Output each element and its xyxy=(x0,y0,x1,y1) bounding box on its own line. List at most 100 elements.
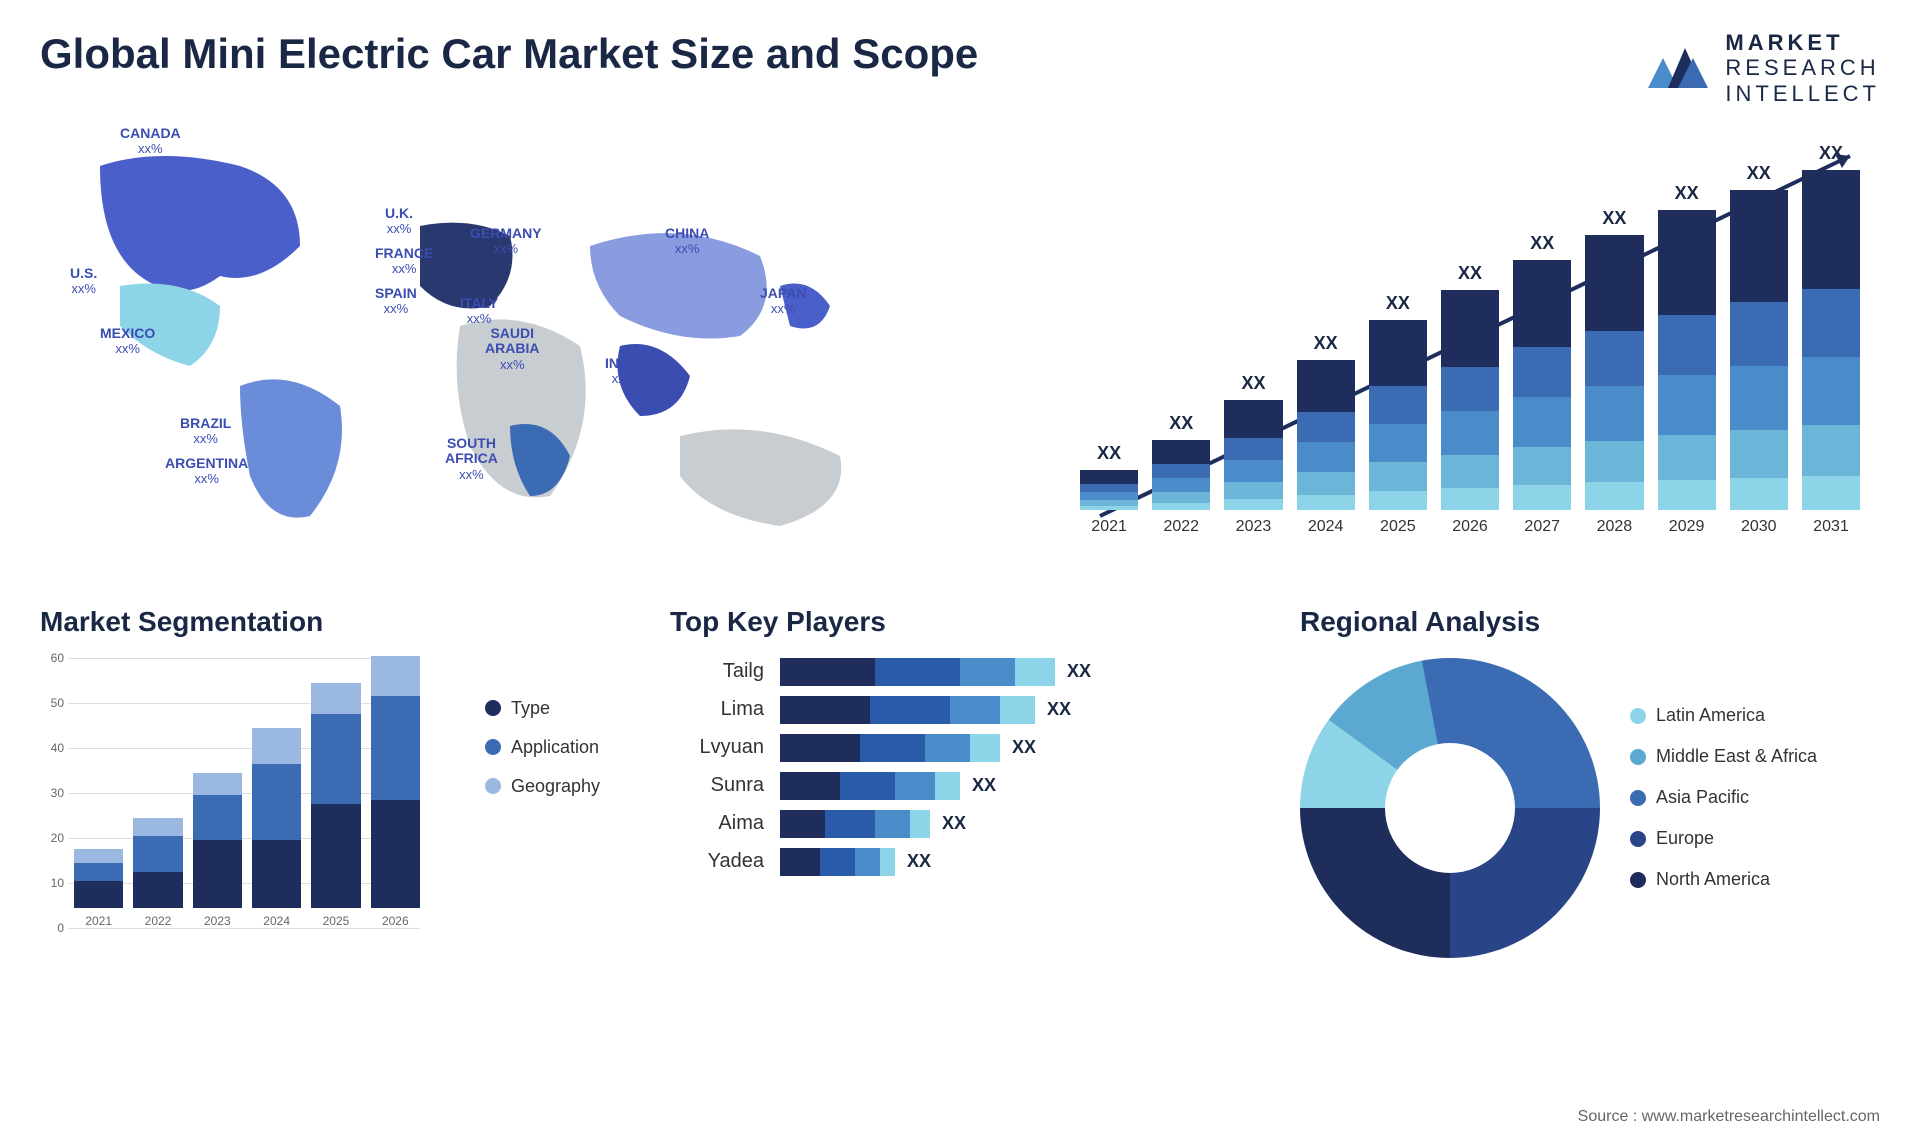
player-value-label: XX xyxy=(1067,661,1091,682)
logo-icon xyxy=(1643,38,1713,98)
bottom-row: Market Segmentation 0102030405060 202120… xyxy=(40,606,1880,958)
page-title: Global Mini Electric Car Market Size and… xyxy=(40,30,978,78)
seg-bar: 2025 xyxy=(311,683,360,928)
seg-bar: 2022 xyxy=(133,818,182,928)
legend-item: North America xyxy=(1630,869,1817,890)
bar-value-label: XX xyxy=(1747,163,1771,184)
player-row: Lima XX xyxy=(670,696,1250,724)
bar-value-label: XX xyxy=(1097,443,1121,464)
map-label: SOUTHAFRICAxx% xyxy=(445,436,498,482)
bar-year-label: 2026 xyxy=(1452,518,1488,536)
bar-year-label: 2023 xyxy=(1236,518,1272,536)
map-label: GERMANYxx% xyxy=(470,226,542,257)
growth-bar: XX 2022 xyxy=(1152,413,1210,536)
growth-bar: XX2024 xyxy=(1297,333,1355,536)
player-name: Tailg xyxy=(670,660,780,683)
bar-year-label: 2025 xyxy=(1380,518,1416,536)
legend-item: Type xyxy=(485,698,600,719)
segmentation-legend: Type Application Geography xyxy=(485,698,600,815)
legend-item: Middle East & Africa xyxy=(1630,746,1817,767)
legend-item: Europe xyxy=(1630,828,1817,849)
player-row: Aima XX xyxy=(670,810,1250,838)
growth-bar: XX 2023 xyxy=(1224,373,1282,536)
bar-value-label: XX xyxy=(1675,183,1699,204)
axis-tick: 40 xyxy=(51,741,64,755)
axis-tick: 30 xyxy=(51,786,64,800)
bar-year-label: 2027 xyxy=(1524,518,1560,536)
bar-year-label: 2028 xyxy=(1597,518,1633,536)
seg-year-label: 2024 xyxy=(263,914,290,928)
player-name: Yadea xyxy=(670,850,780,873)
axis-tick: 20 xyxy=(51,831,64,845)
map-label: FRANCExx% xyxy=(375,246,433,277)
map-label: JAPANxx% xyxy=(760,286,806,317)
axis-tick: 0 xyxy=(57,921,64,935)
bar-value-label: XX xyxy=(1602,208,1626,229)
map-label: MEXICOxx% xyxy=(100,326,155,357)
player-value-label: XX xyxy=(972,775,996,796)
regional-chart: Latin America Middle East & Africa Asia Pa… xyxy=(1300,658,1880,958)
donut-hole xyxy=(1385,743,1515,873)
growth-bar: XX 2027 xyxy=(1513,233,1571,536)
player-name: Aima xyxy=(670,812,780,835)
logo: MARKET RESEARCH INTELLECT xyxy=(1643,30,1880,106)
logo-text: MARKET RESEARCH INTELLECT xyxy=(1725,30,1880,106)
top-row: CANADAxx% U.S.xx% MEXICOxx% BRAZILxx% ARGENT… xyxy=(40,126,1880,566)
player-row: Lvyuan XX xyxy=(670,734,1250,762)
bar-value-label: XX xyxy=(1241,373,1265,394)
segmentation-title: Market Segmentation xyxy=(40,606,620,638)
seg-bar: 2024 xyxy=(252,728,301,928)
axis-tick: 10 xyxy=(51,876,64,890)
map-label: ITALYxx% xyxy=(460,296,498,327)
player-name: Lvyuan xyxy=(670,736,780,759)
player-value-label: XX xyxy=(942,813,966,834)
growth-bar: XX 2030 xyxy=(1730,163,1788,536)
map-label: CHINAxx% xyxy=(665,226,709,257)
world-map: CANADAxx% U.S.xx% MEXICOxx% BRAZILxx% ARGENT… xyxy=(40,126,1020,566)
map-label: U.S.xx% xyxy=(70,266,97,297)
player-row: Sunra XX xyxy=(670,772,1250,800)
players-section: Top Key Players TailgXXLimaXXLvyuanXXSun… xyxy=(670,606,1250,958)
map-label: U.K.xx% xyxy=(385,206,413,237)
segmentation-section: Market Segmentation 0102030405060 202120… xyxy=(40,606,620,958)
regional-legend: Latin America Middle East & Africa Asia Pa… xyxy=(1630,705,1817,910)
bar-year-label: 2029 xyxy=(1669,518,1705,536)
growth-bar: XX 2026 xyxy=(1441,263,1499,536)
bar-year-label: 2022 xyxy=(1163,518,1199,536)
bar-year-label: 2031 xyxy=(1813,518,1849,536)
growth-bar: XX 2029 xyxy=(1658,183,1716,536)
growth-bar: XX2021 xyxy=(1080,443,1138,536)
growth-bar-chart: XX2021XX2022XX2023XX2024XX2025XX2026XX20… xyxy=(1060,126,1880,566)
player-value-label: XX xyxy=(1047,699,1071,720)
bar-value-label: XX xyxy=(1530,233,1554,254)
map-svg xyxy=(40,126,920,566)
seg-year-label: 2021 xyxy=(85,914,112,928)
map-label: BRAZILxx% xyxy=(180,416,231,447)
player-name: Lima xyxy=(670,698,780,721)
header: Global Mini Electric Car Market Size and… xyxy=(40,30,1880,106)
map-label: CANADAxx% xyxy=(120,126,181,157)
player-row: Tailg XX xyxy=(670,658,1250,686)
players-chart: TailgXXLimaXXLvyuanXXSunraXXAimaXXYadeaX… xyxy=(670,658,1250,876)
segmentation-chart: 0102030405060 202120222023202420252026 T… xyxy=(40,658,620,958)
axis-tick: 60 xyxy=(51,651,64,665)
bar-year-label: 2024 xyxy=(1308,518,1344,536)
growth-bar: XX 2028 xyxy=(1585,208,1643,536)
bar-year-label: 2030 xyxy=(1741,518,1777,536)
regional-section: Regional Analysis Latin AmericaMiddle Ea… xyxy=(1300,606,1880,958)
bar-value-label: XX xyxy=(1819,143,1843,164)
player-value-label: XX xyxy=(1012,737,1036,758)
map-label: INDIAxx% xyxy=(605,356,643,387)
seg-year-label: 2025 xyxy=(323,914,350,928)
map-label: SPAINxx% xyxy=(375,286,417,317)
legend-item: Application xyxy=(485,737,600,758)
legend-item: Asia Pacific xyxy=(1630,787,1817,808)
legend-item: Latin America xyxy=(1630,705,1817,726)
bar-value-label: XX xyxy=(1169,413,1193,434)
seg-year-label: 2023 xyxy=(204,914,231,928)
map-label: ARGENTINAxx% xyxy=(165,456,248,487)
player-name: Sunra xyxy=(670,774,780,797)
legend-item: Geography xyxy=(485,776,600,797)
seg-bar: 2023 xyxy=(193,773,242,928)
bar-value-label: XX xyxy=(1458,263,1482,284)
